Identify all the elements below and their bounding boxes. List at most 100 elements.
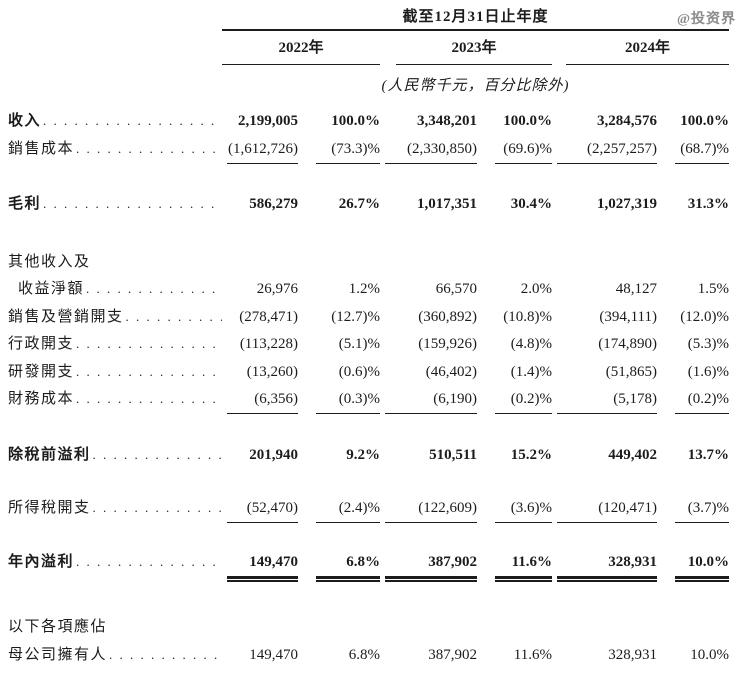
year-label: 2024年: [566, 36, 729, 65]
percent-cell: (68.7)%: [657, 138, 729, 164]
percent-value: 6.8%: [348, 646, 380, 663]
amount-cell: 387,902: [380, 644, 477, 669]
row-spacer: [8, 165, 729, 193]
percent-cell: 11.6%: [477, 644, 552, 669]
row-label-cell: 研發開支. . . . . . . . . . . . . . . . . . …: [8, 361, 222, 383]
table-row: 毛利. . . . . . . . . . . . . . . . . . . …: [8, 193, 729, 221]
percent-value: (12.7)%: [331, 308, 380, 325]
dot-leader: . . . . . . . . . . . . . . . . . . . . …: [76, 391, 222, 406]
year-header-2024: 2024年: [552, 36, 729, 65]
amount-value: (159,926): [418, 336, 477, 352]
amount-value: (5,178): [557, 388, 657, 414]
amount-cell: (122,609): [380, 497, 477, 523]
amount-value: 449,402: [608, 446, 657, 463]
percent-value: (0.2)%: [495, 388, 552, 414]
dot-leader: . . . . . . . . . . . . . . . . . . . . …: [76, 336, 222, 351]
table-row: 收入. . . . . . . . . . . . . . . . . . . …: [8, 110, 729, 138]
amount-cell: (46,402): [380, 361, 477, 386]
percent-cell: 10.0%: [657, 644, 729, 669]
amount-value: 328,931: [557, 551, 657, 582]
row-label-cell: 年內溢利. . . . . . . . . . . . . . . . . . …: [8, 551, 222, 573]
amount-value: 1,017,351: [417, 196, 477, 212]
dot-leader: . . . . . . . . . . . . . . . . . . . . …: [43, 196, 222, 211]
amount-value: (174,890): [598, 336, 657, 352]
percent-cell: (73.3)%: [298, 138, 380, 164]
row-label: 除稅前溢利: [8, 446, 91, 463]
percent-cell: (0.6)%: [298, 361, 380, 386]
row-label: 其他收入及: [8, 253, 91, 270]
percent-cell: 31.3%: [657, 193, 729, 218]
row-label: 年內溢利: [8, 553, 75, 570]
amount-value: (51,865): [605, 363, 657, 380]
amount-cell: (394,111): [552, 306, 657, 331]
table-row: 財務成本. . . . . . . . . . . . . . . . . . …: [8, 388, 729, 416]
percent-value: 31.3%: [687, 196, 729, 212]
table-row: 收益淨額. . . . . . . . . . . . . . . . . . …: [8, 278, 729, 306]
amount-value: (113,228): [239, 336, 298, 352]
income-statement-table: 收入 . . . . . . . . . . . . . . . . . . . …: [8, 110, 729, 671]
percent-cell: (10.8)%: [477, 306, 552, 331]
row-label: 以下各項應佔: [8, 619, 108, 635]
percent-value: (5.1)%: [338, 336, 380, 352]
amount-value: (1,612,726): [227, 138, 298, 164]
amount-value: (120,471): [557, 497, 657, 523]
percent-cell: 15.2%: [477, 444, 552, 469]
amount-value: 201,940: [249, 446, 298, 463]
amount-cell: 48,127: [552, 278, 657, 303]
amount-value: (6,190): [385, 388, 477, 414]
percent-cell: (5.3)%: [657, 333, 729, 358]
year-header-spacer: [8, 36, 222, 65]
percent-cell: 6.8%: [298, 644, 380, 669]
amount-value: 328,931: [608, 646, 657, 663]
row-label: 收入: [8, 113, 42, 129]
amount-value: (13,260): [246, 363, 298, 380]
percent-value: (4.8)%: [510, 336, 552, 352]
percent-cell: (3.6)%: [477, 497, 552, 523]
amount-cell: 201,940: [222, 444, 298, 469]
amount-cell: 66,570: [380, 278, 477, 303]
percent-cell: (5.1)%: [298, 333, 380, 358]
percent-cell: 11.6%: [477, 551, 552, 582]
amount-cell: (2,257,257): [552, 138, 657, 164]
amount-cell: 510,511: [380, 444, 477, 469]
percent-cell: 10.0%: [657, 551, 729, 582]
year-label: 2022年: [222, 36, 380, 65]
percent-cell: 1.5%: [657, 278, 729, 303]
amount-value: 48,127: [615, 281, 657, 297]
amount-cell: (1,612,726): [222, 138, 298, 164]
dot-leader: . . . . . . . . . . . . . . . . . . . . …: [86, 281, 222, 296]
amount-cell: 328,931: [552, 551, 657, 582]
amount-cell: 3,348,201: [380, 110, 477, 135]
row-label-cell: 銷售成本. . . . . . . . . . . . . . . . . . …: [8, 138, 222, 160]
percent-cell: 30.4%: [477, 193, 552, 218]
percent-value: (3.7)%: [675, 497, 729, 523]
amount-value: (52,470): [227, 497, 298, 523]
amount-value: (46,402): [425, 363, 477, 380]
percent-cell: (1.6)%: [657, 361, 729, 386]
table-row: 其他收入及: [8, 251, 729, 279]
amount-value: (394,111): [599, 308, 657, 325]
row-label: 銷售成本: [8, 140, 75, 157]
percent-cell: 13.7%: [657, 444, 729, 469]
dot-leader: . . . . . . . . . . . . . . . . . . . . …: [92, 446, 222, 462]
percent-value: (73.3)%: [316, 138, 380, 164]
dot-leader: . . . . . . . . . . . . . . . . . . . . …: [76, 363, 222, 379]
row-label: 財務成本: [8, 391, 75, 407]
table-row: 研發開支. . . . . . . . . . . . . . . . . . …: [8, 361, 729, 389]
row-label-cell: 以下各項應佔: [8, 616, 222, 638]
amount-cell: 1,017,351: [380, 193, 477, 218]
amount-cell: (174,890): [552, 333, 657, 358]
amount-cell: 3,284,576: [552, 110, 657, 135]
amount-cell: 387,902: [380, 551, 477, 582]
table-row: 銷售及營銷開支. . . . . . . . . . . . . . . . .…: [8, 306, 729, 334]
amount-cell: 149,470: [222, 644, 298, 669]
income-statement: 截至12月31日止年度 2022年 2023年 2024年 (人民幣千元，百分比…: [8, 0, 729, 671]
row-label: 毛利: [8, 196, 42, 212]
amount-value: (6,356): [227, 388, 298, 414]
amount-value: 586,279: [249, 196, 298, 212]
amount-cell: (120,471): [552, 497, 657, 523]
percent-cell: (0.2)%: [657, 388, 729, 414]
amount-cell: (51,865): [552, 361, 657, 386]
percent-value: (0.2)%: [675, 388, 729, 414]
